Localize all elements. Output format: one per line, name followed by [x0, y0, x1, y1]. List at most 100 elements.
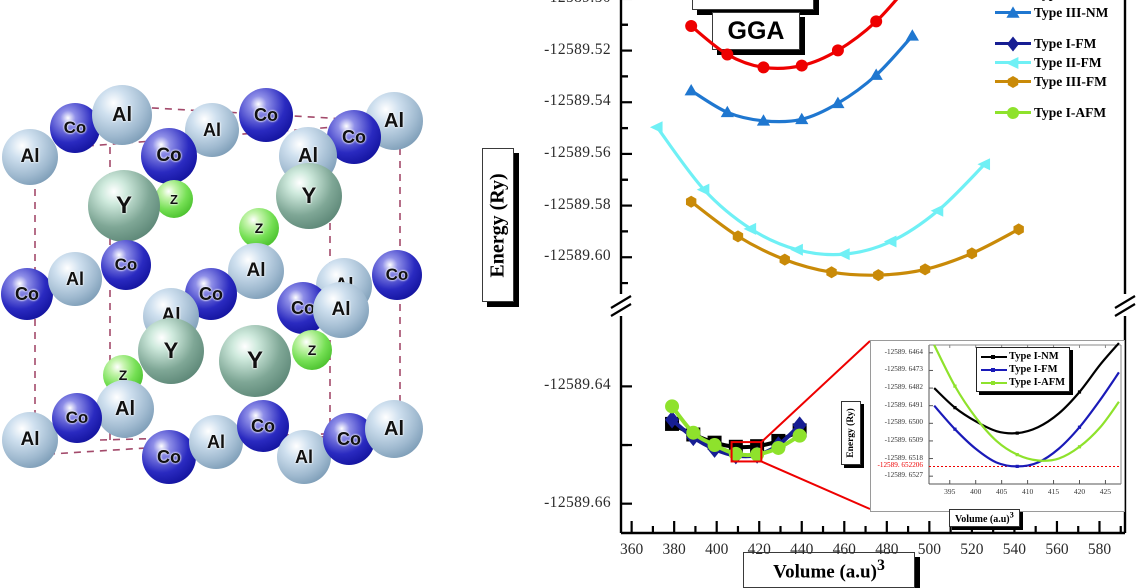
y-tick-label: -12589.56: [544, 143, 611, 161]
atom-label: Y: [301, 183, 317, 208]
inset-y-axis-label: Energy (Ry): [841, 401, 861, 465]
y-tick-label: -12589.60: [544, 247, 611, 265]
legend-marker-icon: [1007, 36, 1019, 51]
inset-chart: -12589. 6464 -12589. 6473 -12589. 6482 -125…: [841, 340, 1125, 528]
legend-marker-icon: [1005, 56, 1019, 69]
atom-al: Al: [365, 400, 423, 458]
atom-label: Al: [203, 119, 221, 140]
method-label-text: GGA: [727, 16, 785, 45]
series-type-ii-fm: [649, 121, 991, 261]
inset-x-tick-label: 425: [1099, 487, 1112, 496]
atom-label: Co: [251, 415, 275, 436]
atom-label: Co: [15, 283, 39, 304]
x-tick-label: 460: [832, 541, 856, 558]
atom-label: Al: [384, 109, 404, 132]
legend-line-swatch: [995, 56, 1031, 69]
atom-al: Al: [92, 85, 152, 145]
inset-y-tick-label: -12589. 6482: [884, 383, 923, 392]
atom-label: Al: [20, 429, 40, 450]
legend-label: Type I-AFM: [1034, 104, 1107, 120]
y-axis-label: Energy (Ry): [482, 148, 514, 302]
inset-x-tick-label: 410: [1021, 487, 1034, 496]
atom-z: Z: [239, 208, 279, 248]
inset-y-tick-label: -12589. 6473: [884, 365, 923, 374]
method-label-box: GGA: [712, 12, 800, 50]
atom-al: Al: [96, 380, 154, 438]
atom-z: Z: [292, 330, 332, 370]
atom-al: Al: [48, 252, 102, 306]
inset-y-axis-label-text: Energy (Ry): [846, 408, 857, 458]
legend-label: Type II-NM: [1034, 0, 1103, 2]
x-tick-label: 500: [917, 541, 941, 558]
atom-co: Co: [372, 250, 422, 300]
atom-al: Al: [189, 415, 243, 469]
legend-item-type-ii-nm[interactable]: Type II-NM: [995, 0, 1140, 3]
inset-legend-item-type-i-afm[interactable]: Type I-AFM: [981, 376, 1065, 389]
atom-co: Co: [52, 393, 102, 443]
inset-series-type-i-afm: [933, 344, 1120, 462]
atom-label: Al: [331, 299, 351, 320]
atom-label: Al: [112, 103, 132, 126]
legend-item-type-i-fm[interactable]: Type I-FM: [995, 34, 1140, 53]
inset-legend-label: Type I-NM: [1009, 351, 1059, 362]
inset-y-tick-label: -12589. 6509: [884, 435, 923, 444]
legend-marker-icon: [1007, 75, 1019, 88]
inset-x-tick-label: 420: [1073, 487, 1086, 496]
y-tick-label: -12589.64: [544, 376, 611, 394]
atom-label: Al: [66, 268, 84, 289]
inset-x-tick-label: 405: [996, 487, 1008, 496]
chart-legend: Type II-NM Type III-NM Type I-FM Type II-FM…: [995, 0, 1140, 122]
x-tick-label: 540: [1002, 541, 1027, 558]
inset-legend: Type I-NM Type I-FM Type I-AFM: [976, 347, 1071, 392]
inset-legend-marker-icon: [991, 367, 995, 372]
x-tick-label: 580: [1087, 541, 1112, 558]
atom-label: Al: [20, 146, 40, 167]
legend-item-type-i-afm[interactable]: Type I-AFM: [995, 103, 1140, 122]
atom-al: Al: [2, 412, 58, 468]
inset-legend-item-type-i-nm[interactable]: Type I-NM: [981, 350, 1065, 363]
atom-label: Y: [163, 338, 179, 363]
inset-y-tick-label: -12589. 6491: [884, 400, 923, 409]
inset-legend-marker-icon: [991, 354, 995, 359]
y-tick-label: -12589.66: [544, 493, 611, 511]
legend-label: Type III-NM: [1034, 4, 1109, 20]
inset-y-tick-label: -12589. 6464: [884, 347, 923, 356]
legend-line-swatch: [995, 75, 1031, 88]
atom-y: Y: [138, 318, 204, 384]
atom-y: Y: [219, 325, 291, 397]
inset-y-tick-label: -12589. 6500: [884, 418, 923, 427]
x-tick-label: 560: [1045, 541, 1069, 558]
legend-label: Type I-FM: [1034, 35, 1097, 51]
legend-line-swatch: [995, 106, 1031, 119]
atom-label: Y: [246, 347, 263, 374]
atom-label: Al: [207, 431, 225, 452]
atom-label: Co: [385, 265, 409, 284]
atom-label: Co: [254, 104, 278, 125]
atom-co: Co: [1, 268, 53, 320]
legend-spacer: [995, 22, 1140, 34]
legend-item-type-ii-fm[interactable]: Type II-FM: [995, 53, 1140, 72]
inset-plot-area: [928, 342, 1122, 485]
y-tick-label: -12589.58: [544, 195, 611, 213]
atom-al: Al: [2, 129, 58, 185]
inset-x-axis-label: Volume (a.u)3: [949, 509, 1020, 528]
legend-item-type-iii-fm[interactable]: Type III-FM: [995, 72, 1140, 91]
atom-label: Y: [115, 192, 132, 219]
inset-x-tick-label: 395: [944, 487, 956, 496]
legend-label: Type II-FM: [1034, 54, 1102, 70]
atom-label: Co: [337, 428, 361, 449]
y-tick-label: -12589.52: [544, 40, 611, 58]
atom-label: Co: [157, 446, 181, 467]
legend-marker-icon: [1007, 106, 1019, 119]
atom-y: Y: [276, 163, 342, 229]
atom-label: Co: [65, 408, 89, 427]
legend-spacer: [995, 91, 1140, 103]
top-annotation-box: [692, 0, 814, 10]
x-tick-label: 420: [747, 541, 771, 558]
atom-y: Y: [88, 170, 160, 242]
series-type-iii-nm: [684, 29, 919, 126]
y-tick-label: -12589.54: [544, 92, 611, 110]
atom-label: Co: [114, 255, 138, 274]
inset-legend-item-type-i-fm[interactable]: Type I-FM: [981, 363, 1065, 376]
legend-item-type-iii-nm[interactable]: Type III-NM: [995, 3, 1140, 22]
